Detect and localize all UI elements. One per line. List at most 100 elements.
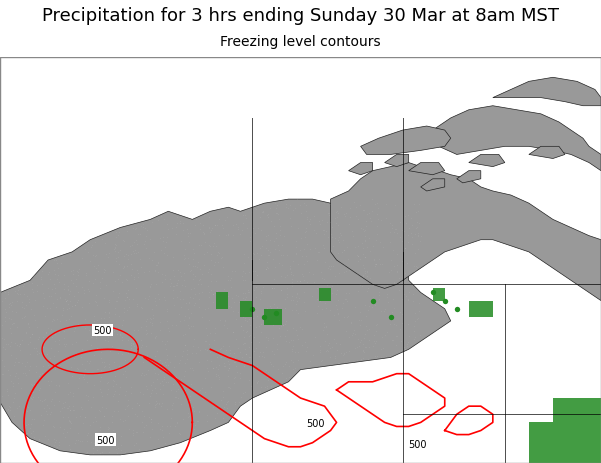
Point <box>375 411 385 419</box>
Point <box>397 400 406 407</box>
Point <box>261 245 271 252</box>
Point <box>416 233 426 240</box>
Point <box>331 273 340 280</box>
Point <box>14 206 24 214</box>
Point <box>149 206 159 214</box>
Point <box>377 431 387 438</box>
Point <box>202 207 212 214</box>
Point <box>213 249 223 256</box>
Point <box>392 230 402 237</box>
Point <box>120 406 130 413</box>
Point <box>51 437 61 444</box>
Point <box>17 303 26 311</box>
Point <box>208 445 218 453</box>
Point <box>74 429 84 437</box>
Point <box>228 329 238 336</box>
Point <box>231 221 241 229</box>
Point <box>361 343 371 350</box>
Point <box>108 382 118 389</box>
Point <box>96 198 105 206</box>
Point <box>248 225 258 232</box>
Point <box>200 438 210 445</box>
Point <box>415 300 424 307</box>
Point <box>258 391 268 398</box>
Point <box>213 289 223 297</box>
Point <box>59 281 69 288</box>
Point <box>0 417 10 424</box>
Point <box>9 421 19 429</box>
Point <box>157 423 166 430</box>
Point <box>48 316 58 323</box>
Point <box>377 379 386 387</box>
Point <box>215 426 225 433</box>
Point <box>91 251 101 259</box>
Point <box>410 268 420 275</box>
Point <box>359 441 368 449</box>
Point <box>164 429 174 437</box>
Point <box>297 341 307 349</box>
Point <box>334 317 344 324</box>
Point <box>353 253 362 260</box>
Point <box>276 392 286 400</box>
Point <box>61 317 71 324</box>
Point <box>270 264 280 271</box>
Point <box>147 382 156 389</box>
Point <box>219 404 229 411</box>
Point <box>46 201 56 209</box>
Point <box>13 272 22 279</box>
Point <box>261 237 270 244</box>
Point <box>356 355 365 363</box>
Point <box>189 250 198 257</box>
Point <box>358 262 367 269</box>
Point <box>371 328 380 335</box>
Point <box>91 264 100 272</box>
Point <box>44 205 54 213</box>
Point <box>371 389 380 396</box>
Point <box>297 325 307 333</box>
Point <box>322 322 331 330</box>
Point <box>215 427 225 435</box>
Point <box>81 322 91 329</box>
Point <box>139 372 148 379</box>
Point <box>231 316 241 323</box>
Point <box>280 332 290 340</box>
Point <box>316 221 325 228</box>
Point <box>157 338 166 345</box>
Point <box>41 336 50 344</box>
Point <box>109 328 119 335</box>
Point <box>252 206 261 213</box>
Point <box>8 382 18 390</box>
Point <box>53 272 63 279</box>
Point <box>37 369 46 377</box>
Point <box>117 322 127 329</box>
Point <box>101 250 111 258</box>
Point <box>382 290 392 298</box>
Point <box>341 290 350 297</box>
Point <box>37 215 46 223</box>
Point <box>23 341 33 348</box>
Point <box>0 448 5 456</box>
Point <box>30 296 40 304</box>
Point <box>187 350 197 357</box>
Point <box>227 275 236 282</box>
Point <box>28 427 37 435</box>
Point <box>247 345 257 353</box>
Point <box>305 216 315 224</box>
Point <box>343 298 352 306</box>
Point <box>235 374 245 382</box>
Point <box>117 337 126 344</box>
Point <box>369 256 379 263</box>
Point <box>351 361 361 368</box>
Point <box>141 371 151 378</box>
Point <box>254 352 264 360</box>
Point <box>246 415 255 422</box>
Point <box>203 412 212 419</box>
Point <box>100 308 109 316</box>
Point <box>172 419 182 426</box>
Point <box>385 361 394 368</box>
Point <box>281 203 291 211</box>
Point <box>171 422 180 430</box>
Point <box>10 427 19 435</box>
Point <box>183 230 192 237</box>
Point <box>411 368 421 375</box>
